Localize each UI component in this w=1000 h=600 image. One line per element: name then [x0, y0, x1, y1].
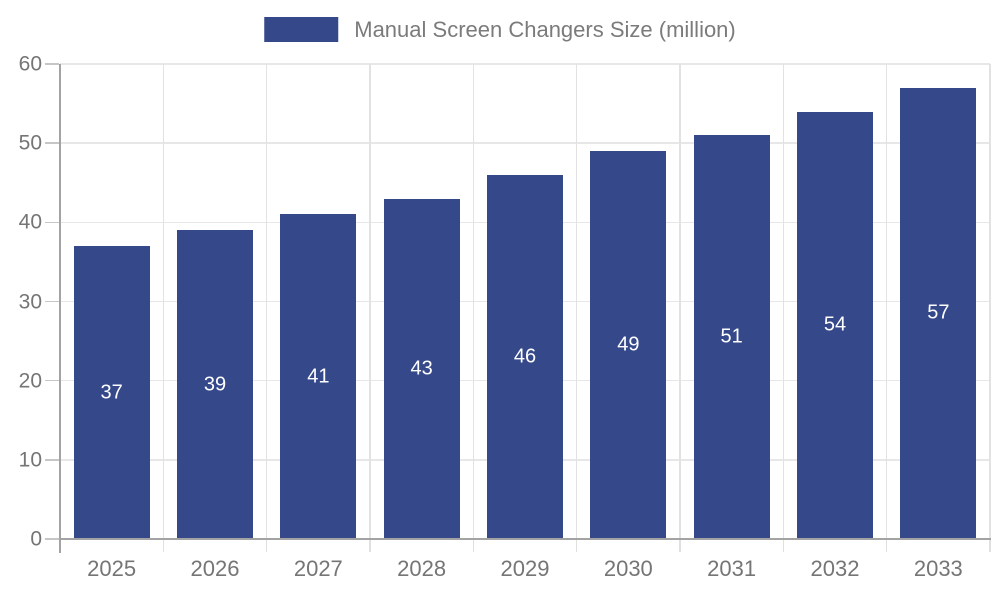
y-tick-label: 0: [30, 527, 42, 551]
bar: 43: [383, 198, 460, 539]
gridline-vertical: [472, 64, 475, 539]
gridline-vertical: [679, 64, 681, 539]
x-tick-label: 2032: [810, 556, 860, 581]
x-axis-tick: [472, 540, 475, 552]
bar: 49: [590, 151, 667, 539]
bar-value-label: 39: [203, 373, 227, 396]
gridline-vertical: [782, 64, 785, 539]
x-axis-tick: [369, 540, 371, 552]
bar-value-label: 51: [720, 325, 743, 348]
gridline-vertical: [989, 64, 991, 539]
x-axis-tick: [679, 540, 681, 552]
gridline-vertical: [369, 64, 371, 539]
bar: 57: [900, 87, 977, 539]
x-tick-label: 2029: [500, 556, 550, 581]
bar-value-label: 57: [927, 301, 950, 324]
y-axis-tick: [45, 538, 59, 540]
y-tick-label: 30: [18, 290, 42, 313]
y-axis-tick: [45, 459, 59, 461]
y-tick-label: 50: [18, 131, 42, 155]
y-tick-label: 60: [18, 52, 42, 76]
gridline-vertical: [885, 64, 888, 539]
bar-value-label: 41: [307, 365, 330, 388]
chart-legend: Manual Screen Changers Size (million): [264, 17, 736, 42]
y-axis-tick: [45, 142, 59, 144]
x-axis-tick: [575, 540, 578, 552]
bar: 37: [73, 246, 150, 539]
x-axis-tick: [885, 540, 888, 552]
x-tick-label: 2030: [603, 556, 653, 581]
plot-area: 0 10 20 30 40 50 60 37 2025 39 2026 41 2027 43 2028 46 2…: [19, 54, 991, 580]
x-tick-label: 2031: [707, 556, 757, 581]
bar-value-label: 43: [410, 357, 433, 380]
bar: 54: [797, 111, 873, 539]
x-tick-label: 2025: [87, 556, 137, 581]
bar-value-label: 37: [100, 381, 123, 404]
bar: 39: [177, 230, 253, 539]
y-axis-tick: [45, 300, 59, 303]
bar-value-label: 54: [823, 313, 847, 336]
bar: 41: [280, 214, 357, 539]
y-axis-tick: [45, 63, 59, 65]
y-axis-tick: [45, 221, 59, 224]
gridline-vertical: [265, 64, 268, 539]
gridline-horizontal: [60, 142, 990, 144]
y-axis-tick: [45, 379, 59, 382]
x-axis-tick: [265, 540, 268, 552]
bar-value-label: 49: [617, 333, 640, 356]
x-axis-tick: [989, 540, 991, 552]
gridline-vertical: [162, 64, 165, 539]
x-tick-label: 2027: [293, 556, 343, 581]
y-tick-label: 10: [18, 448, 42, 472]
x-axis-line: [59, 537, 991, 540]
gridline-vertical: [575, 64, 578, 539]
bar: 46: [487, 174, 563, 539]
bar-value-label: 46: [513, 345, 537, 368]
bar: 51: [693, 135, 770, 539]
x-tick-label: 2026: [190, 556, 240, 581]
x-axis-tick: [782, 540, 785, 552]
y-tick-label: 40: [18, 210, 42, 234]
gridline-horizontal: [60, 63, 990, 65]
y-axis-line: [59, 64, 61, 553]
y-tick-label: 20: [18, 369, 42, 393]
legend-swatch: [264, 17, 339, 42]
legend-label: Manual Screen Changers Size (million): [354, 17, 736, 42]
x-axis-tick: [162, 540, 165, 552]
x-tick-label: 2033: [913, 556, 963, 581]
x-tick-label: 2028: [397, 556, 447, 581]
